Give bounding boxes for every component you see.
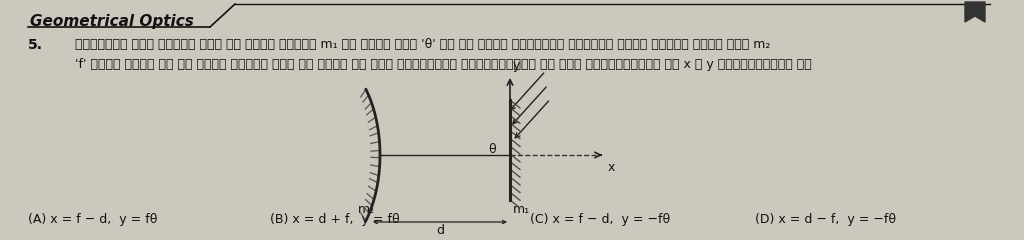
Text: d: d [436,224,444,237]
Text: θ: θ [488,143,496,156]
Text: m₁: m₁ [513,203,530,216]
Text: x: x [608,161,615,174]
Text: (B) x = d + f,  y = fθ: (B) x = d + f, y = fθ [270,213,399,226]
Text: (C) x = f − d,  y = −fθ: (C) x = f − d, y = −fθ [530,213,670,226]
Text: Geometrical Optics: Geometrical Optics [30,14,194,29]
Text: 5.: 5. [28,38,43,52]
Text: दर्शाये गये चित्र में एक समतल दर्पण m₁ पर अल्प कोण 'θ' पर एक पतला समान्तर प्रकाश: दर्शाये गये चित्र में एक समतल दर्पण m₁ प… [75,38,770,51]
Text: 'f' फोकस दूरी का एक अवतल दर्पण है। इस पुंज के तीन उतरोत्तर परावर्तनों के बाद प्र: 'f' फोकस दूरी का एक अवतल दर्पण है। इस पु… [75,58,812,71]
Text: (D) x = d − f,  y = −fθ: (D) x = d − f, y = −fθ [755,213,896,226]
Text: m₂: m₂ [358,203,375,216]
Text: (A) x = f − d,  y = fθ: (A) x = f − d, y = fθ [28,213,158,226]
Polygon shape [965,2,985,22]
Text: y: y [513,59,520,72]
